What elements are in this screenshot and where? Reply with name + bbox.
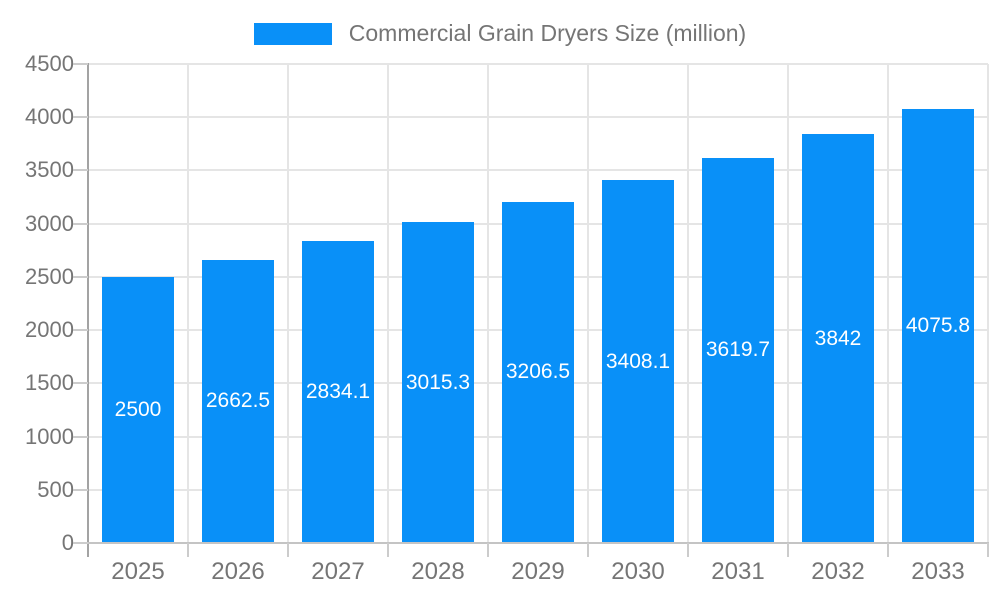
y-tick-mark: [73, 275, 88, 278]
y-tick-label: 0: [61, 530, 74, 555]
bar-2025[interactable]: 2500: [102, 276, 174, 543]
x-tick-label: 2027: [311, 558, 365, 585]
chart-legend[interactable]: Commercial Grain Dryers Size (million): [0, 20, 1000, 47]
bar-value-label: 4075.8: [905, 314, 971, 338]
x-tick-label: 2032: [811, 558, 865, 585]
x-tick-label: 2029: [511, 558, 565, 585]
bar-value-label: 2500: [114, 397, 162, 421]
bar-2028[interactable]: 3015.3: [402, 222, 474, 543]
v-gridline: [887, 64, 889, 543]
v-gridline: [787, 64, 789, 543]
x-axis-baseline: [88, 542, 989, 544]
bar-value-label: 3408.1: [605, 349, 671, 373]
y-tick-mark: [73, 488, 88, 491]
x-tick-label: 2025: [111, 558, 165, 585]
bar-value-label: 2834.1: [305, 380, 371, 404]
x-tick-mark: [187, 543, 189, 557]
bar-value-label: 3206.5: [505, 360, 571, 384]
h-gridline: [88, 116, 988, 119]
y-tick-mark: [73, 222, 88, 225]
y-tick-mark: [73, 542, 88, 544]
y-tick-mark: [73, 116, 88, 119]
h-gridline: [88, 169, 988, 172]
bar-2026[interactable]: 2662.5: [202, 259, 274, 543]
bar-2029[interactable]: 3206.5: [502, 201, 574, 543]
x-tick-label: 2033: [911, 558, 965, 585]
bar-value-label: 3842: [814, 326, 862, 350]
x-tick-mark: [987, 543, 989, 557]
y-tick-mark: [73, 435, 88, 438]
x-tick-mark: [787, 543, 789, 557]
legend-swatch: [253, 22, 332, 45]
x-tick-label: 2031: [711, 558, 765, 585]
y-tick-label: 1500: [25, 370, 74, 396]
x-tick-mark: [287, 543, 289, 557]
x-tick-label: 2026: [211, 558, 265, 585]
y-tick-mark: [73, 329, 88, 332]
y-tick-label: 500: [37, 476, 74, 502]
legend-label: Commercial Grain Dryers Size (million): [348, 20, 747, 46]
v-gridline: [287, 64, 289, 543]
x-tick-mark: [687, 543, 689, 557]
v-gridline: [387, 64, 389, 543]
y-tick-label: 4500: [25, 51, 74, 76]
y-tick-label: 3000: [25, 210, 74, 236]
y-axis-line: [87, 63, 89, 557]
plot-area: 2500 2662.5 2834.1 3015.3 3206.5 3408.1 3619.7…: [88, 63, 989, 543]
y-tick-mark: [73, 382, 88, 385]
y-tick-label: 4000: [25, 104, 74, 130]
h-gridline: [88, 63, 988, 65]
bar-value-label: 3015.3: [405, 370, 471, 394]
v-gridline: [587, 64, 589, 543]
v-gridline: [487, 64, 489, 543]
y-tick-label: 2000: [25, 317, 74, 343]
v-gridline: [187, 64, 189, 543]
bar-2027[interactable]: 2834.1: [302, 241, 374, 543]
x-tick-label: 2028: [411, 558, 465, 585]
bar-value-label: 3619.7: [705, 338, 771, 362]
v-gridline: [987, 64, 989, 543]
y-tick-mark: [73, 63, 88, 65]
bar-2030[interactable]: 3408.1: [602, 180, 674, 543]
y-tick-label: 2500: [25, 263, 74, 289]
bar-2031[interactable]: 3619.7: [702, 157, 774, 543]
v-gridline: [687, 64, 689, 543]
x-tick-mark: [387, 543, 389, 557]
y-tick-mark: [73, 169, 88, 172]
y-tick-label: 3500: [25, 157, 74, 183]
bar-2033[interactable]: 4075.8: [902, 109, 974, 543]
bar-2032[interactable]: 3842: [802, 134, 874, 543]
bar-value-label: 2662.5: [205, 389, 271, 413]
x-tick-mark: [887, 543, 889, 557]
x-tick-mark: [587, 543, 589, 557]
x-tick-mark: [487, 543, 489, 557]
y-tick-label: 1000: [25, 423, 74, 449]
x-tick-label: 2030: [611, 558, 665, 585]
